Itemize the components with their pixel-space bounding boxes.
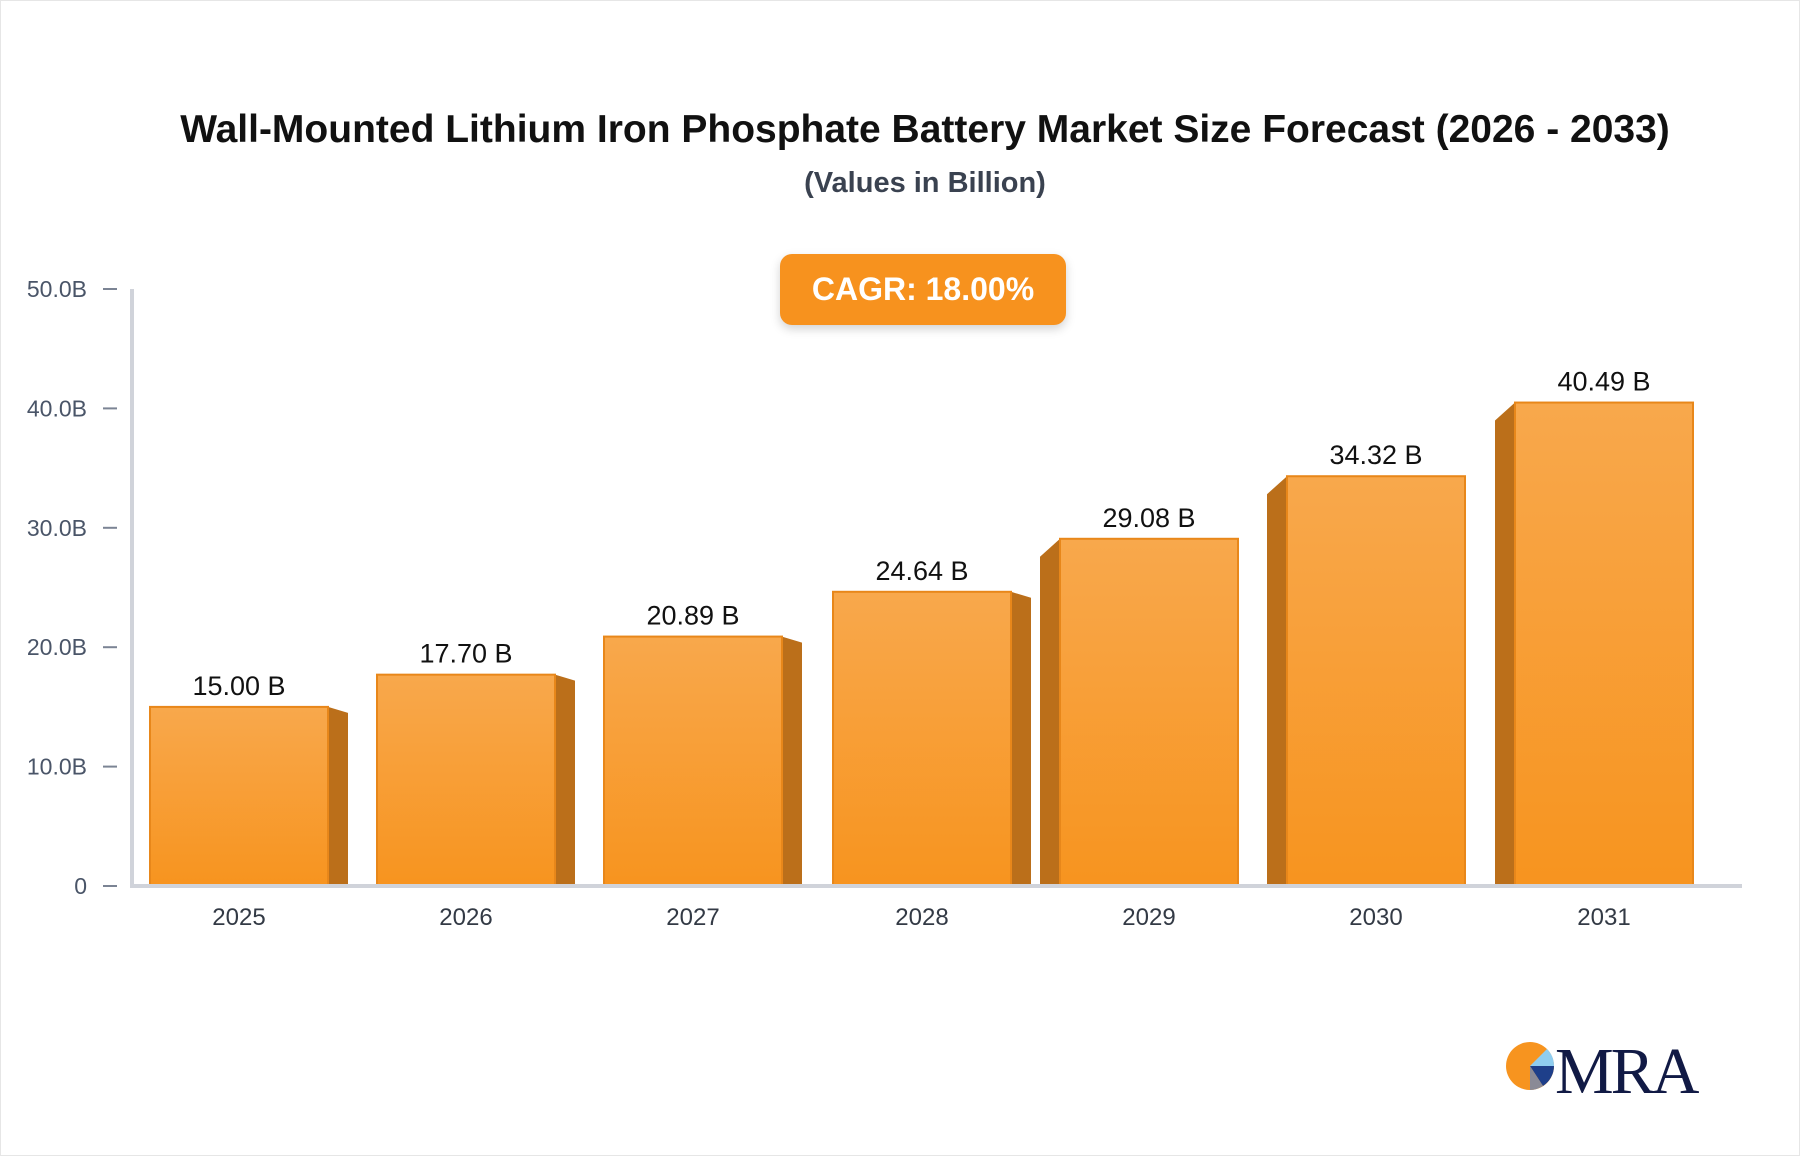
x-tick-label: 2029: [1122, 904, 1175, 931]
x-tick-label: 2030: [1349, 904, 1402, 931]
bar: [1059, 537, 1239, 886]
data-label: 15.00 B: [192, 671, 285, 701]
y-tick-label: 50.0B: [27, 276, 87, 302]
cagr-badge: CAGR: 18.00%: [780, 254, 1066, 325]
data-label: 40.49 B: [1557, 367, 1650, 397]
bar-2028: 24.64 B: [832, 556, 1031, 886]
bar: [1286, 475, 1466, 886]
x-axis: 2025 2026 2027 2028 2029 2030 2031: [130, 884, 1742, 931]
chart-title: Wall-Mounted Lithium Iron Phosphate Batt…: [180, 108, 1670, 151]
y-tick-label: 0: [74, 873, 87, 899]
x-tick-label: 2027: [666, 904, 719, 931]
y-axis: 0 10.0B 20.0B 30.0B 40.0B 50.0B: [27, 276, 134, 899]
data-label: 17.70 B: [419, 639, 512, 669]
bar-2027: 20.89 B: [603, 601, 802, 887]
pie-logo-icon: [1506, 1042, 1555, 1090]
bar-side: [555, 674, 575, 885]
data-label: 24.64 B: [875, 556, 968, 586]
x-tick-label: 2026: [439, 904, 492, 931]
bar-side: [1040, 538, 1060, 885]
x-tick-label: 2025: [212, 904, 265, 931]
bar-side: [328, 706, 348, 885]
bar-2026: 17.70 B: [376, 639, 575, 886]
bar: [1514, 401, 1694, 886]
bar-2030: 34.32 B: [1267, 440, 1466, 886]
bar-side: [1495, 402, 1515, 885]
mra-logo: MRA: [1505, 1035, 1699, 1108]
y-tick-label: 40.0B: [27, 395, 87, 421]
bar-2025: 15.00 B: [149, 671, 348, 887]
bar-side: [1267, 476, 1287, 885]
bar: [376, 673, 556, 886]
data-label: 20.89 B: [646, 601, 739, 631]
bar-2031: 40.49 B: [1495, 367, 1694, 886]
data-label: 29.08 B: [1102, 503, 1195, 533]
bar: [149, 705, 329, 887]
x-tick-label: 2028: [895, 904, 948, 931]
y-tick-label: 30.0B: [27, 515, 87, 541]
y-tick-label: 10.0B: [27, 754, 87, 780]
bar-2029: 29.08 B: [1040, 503, 1239, 886]
bar-side: [1011, 591, 1031, 885]
bar-side: [782, 636, 802, 885]
bar: [603, 635, 783, 887]
bar: [832, 590, 1012, 886]
data-label: 34.32 B: [1329, 440, 1422, 470]
logo-text: MRA: [1555, 1035, 1699, 1108]
bars: 15.00 B 17.70 B 20.89 B 24.64 B 29.08 B 34.32…: [149, 367, 1694, 887]
x-tick-label: 2031: [1577, 904, 1630, 931]
chart-subtitle: (Values in Billion): [804, 167, 1046, 199]
y-tick-label: 20.0B: [27, 634, 87, 660]
